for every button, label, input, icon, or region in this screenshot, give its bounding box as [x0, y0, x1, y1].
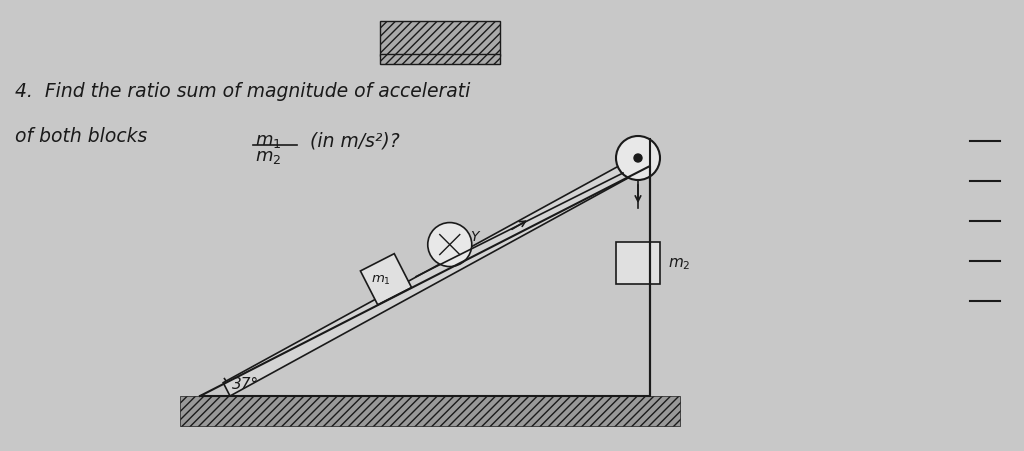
Polygon shape [360, 254, 412, 305]
Text: 37°: 37° [232, 376, 259, 391]
Text: of both blocks: of both blocks [15, 127, 147, 146]
Text: $m_1$: $m_1$ [371, 273, 391, 286]
Text: (in m/s²)?: (in m/s²)? [310, 132, 399, 151]
Text: Y: Y [470, 229, 478, 243]
Text: $m_2$: $m_2$ [668, 256, 690, 271]
Text: $m_1$: $m_1$ [255, 132, 282, 150]
Bar [180, 396, 680, 426]
Circle shape [616, 137, 660, 180]
Text: 4.  Find the ratio sum of magnitude of accelerati: 4. Find the ratio sum of magnitude of ac… [15, 82, 470, 101]
Bar [380, 22, 500, 57]
Circle shape [428, 223, 472, 267]
Circle shape [634, 155, 642, 163]
Bar [616, 243, 660, 285]
Bar [380, 55, 500, 65]
Text: $m_2$: $m_2$ [255, 147, 282, 166]
Polygon shape [223, 153, 650, 396]
